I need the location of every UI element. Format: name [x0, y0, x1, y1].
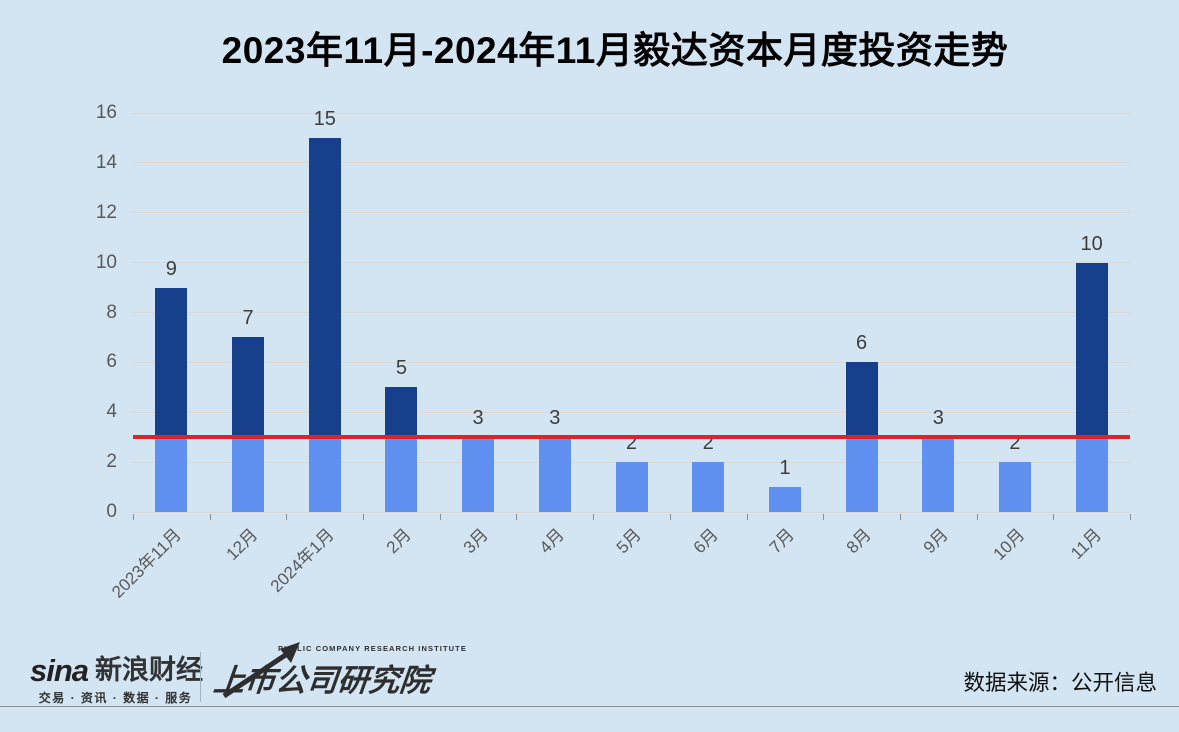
y-axis-tick-label: 10 [95, 251, 117, 273]
bar-value-label: 2 [625, 432, 638, 455]
bar-segment-below-line [232, 437, 265, 512]
arrow-icon [222, 642, 300, 699]
gridline [133, 112, 1130, 114]
x-axis-category-label: 11月 [1067, 525, 1106, 563]
x-axis-tick [516, 514, 518, 520]
reference-line [133, 435, 1130, 440]
sina-logo: sina 新浪财经 交易 · 资讯 · 数据 · 服务 [28, 646, 203, 706]
x-axis-tick [286, 514, 288, 520]
x-axis-tick [823, 514, 825, 520]
x-axis-category-label: 3月 [459, 525, 492, 558]
bar-segment-below-line [692, 462, 725, 512]
bar-segment-below-line [155, 437, 188, 512]
y-axis-tick-label: 6 [106, 351, 117, 373]
x-axis-category-label: 12月 [222, 525, 262, 564]
bar-segment-below-line [768, 487, 801, 512]
x-axis-tick [669, 514, 671, 520]
gridline [133, 162, 1130, 164]
y-axis-tick-label: 2 [106, 451, 117, 473]
y-axis-tick-label: 14 [95, 151, 117, 173]
y-axis-tick-label: 12 [95, 201, 117, 223]
x-axis-category-label: 6月 [689, 525, 722, 558]
bar-value-label: 3 [549, 407, 561, 430]
sina-logo-row: sina 新浪财经 [28, 646, 203, 686]
x-axis-tick [976, 514, 978, 520]
x-axis-category-label: 8月 [842, 525, 876, 558]
x-axis-category-label: 7月 [766, 525, 799, 558]
x-axis-tick [593, 514, 595, 520]
bar-segment-below-line [845, 437, 878, 512]
x-axis-tick [209, 514, 211, 520]
bar-value-label: 2 [702, 432, 714, 455]
gridline [133, 411, 1130, 413]
sina-brand-name: 新浪财经 [95, 655, 204, 685]
bar-segment-above-line [308, 137, 341, 438]
bar-segment-above-line [1075, 262, 1108, 438]
institute-logo: PUBLIC COMPANY RESEARCH INSTITUTE 上市公司研究… [212, 642, 474, 700]
bar-value-label: 3 [472, 407, 484, 430]
y-axis-tick-label: 4 [106, 401, 117, 423]
x-axis-tick [363, 514, 365, 520]
bar-value-label: 6 [856, 332, 868, 355]
bar-value-label: 3 [932, 407, 944, 430]
data-source: 数据来源：公开信息 [963, 671, 1157, 695]
x-axis-category-label: 4月 [536, 525, 569, 558]
x-axis-category-label: 9月 [919, 525, 952, 558]
x-axis-category-label: 10月 [989, 525, 1029, 564]
sina-tagline: 交易 · 资讯 · 数据 · 服务 [38, 691, 193, 705]
bar-value-label: 1 [779, 457, 791, 480]
x-axis-tick [133, 514, 134, 520]
chart-title: 2023年11月-2024年11月毅达资本月度投资走势 [221, 30, 1009, 71]
logo-divider [200, 652, 201, 702]
y-axis-tick-label: 8 [106, 301, 117, 323]
y-axis-tick-label: 16 [95, 102, 117, 123]
sina-wordmark: sina [30, 653, 89, 688]
bar-segment-above-line [232, 337, 265, 438]
x-axis-category-label: 5月 [612, 525, 645, 558]
gridline [133, 511, 1130, 513]
x-axis-tick [746, 514, 748, 520]
bar-value-label: 15 [313, 107, 336, 130]
x-axis-tick [439, 514, 441, 520]
gridline [133, 361, 1130, 363]
bar-segment-above-line [845, 362, 878, 438]
gridline [133, 312, 1130, 313]
bar-value-label: 2 [1009, 432, 1021, 455]
institute-name-en: PUBLIC COMPANY RESEARCH INSTITUTE [278, 644, 467, 653]
x-axis-category-label: 2023年11月 [108, 525, 185, 602]
x-axis-category-label: 2024年1月 [267, 525, 339, 596]
x-axis-tick [899, 514, 901, 520]
bar-segment-below-line [615, 462, 648, 512]
footer-divider [0, 706, 1179, 707]
y-axis-tick-label: 0 [106, 501, 117, 522]
x-axis-category-label: 2月 [382, 525, 415, 558]
bar-value-label: 9 [165, 257, 177, 280]
bar-segment-below-line [462, 437, 495, 512]
gridline [133, 262, 1130, 264]
bar-segment-below-line [538, 437, 571, 512]
bar-value-label: 5 [395, 357, 407, 380]
bar-segment-below-line [308, 437, 341, 512]
bar-segment-below-line [1075, 437, 1108, 512]
bar-segment-above-line [155, 287, 188, 438]
bar-segment-above-line [385, 387, 418, 438]
bar-segment-below-line [922, 437, 955, 512]
bar-segment-below-line [385, 437, 418, 512]
x-axis-tick [1053, 514, 1055, 520]
bar-value-label: 7 [242, 307, 254, 330]
bar-value-label: 10 [1080, 232, 1103, 255]
x-axis-tick [1130, 514, 1131, 520]
gridline [133, 212, 1130, 214]
bar-segment-below-line [998, 462, 1031, 512]
